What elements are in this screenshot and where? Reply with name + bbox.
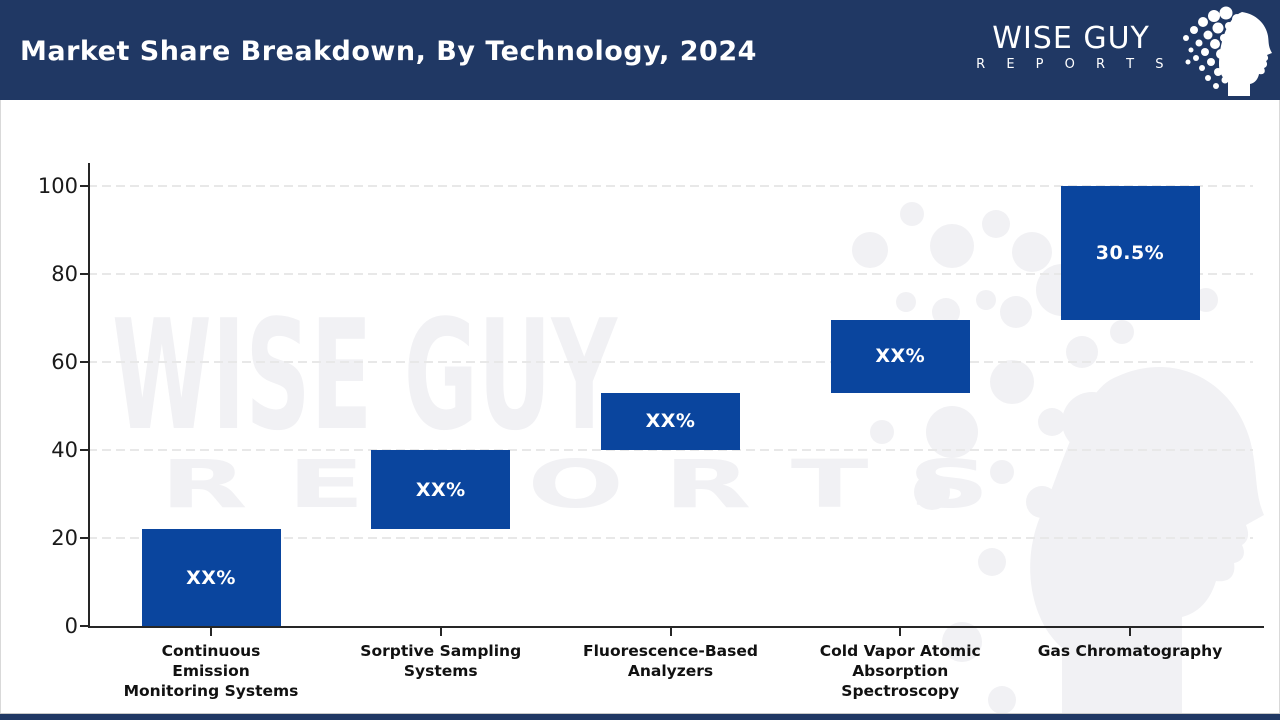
gridline: [88, 361, 1253, 363]
category-label: Cold Vapor Atomic Absorption Spectroscop…: [819, 642, 981, 700]
y-axis-tick: [80, 625, 88, 627]
category-label: Sorptive Sampling Systems: [360, 642, 522, 680]
y-axis-tick-label: 100: [37, 174, 78, 198]
y-axis-tick-label: 40: [51, 438, 78, 462]
y-axis-tick-label: 0: [64, 614, 78, 638]
y-axis-tick: [80, 361, 88, 363]
y-axis-tick-label: 60: [51, 350, 78, 374]
x-axis-tick: [899, 628, 902, 636]
y-axis-tick: [80, 273, 88, 275]
x-axis-tick: [210, 628, 212, 636]
bar-4: XX%: [830, 320, 970, 393]
gridline: [88, 537, 1253, 539]
y-axis-tick-label: 80: [51, 262, 78, 286]
gridline: [88, 273, 1253, 275]
y-axis-tick-label: 20: [51, 526, 78, 550]
page-title: Market Share Breakdown, By Technology, 2…: [20, 36, 757, 67]
bar-1: XX%: [141, 529, 281, 626]
bar-value-label: XX%: [645, 410, 696, 433]
x-axis-tick: [1129, 628, 1131, 636]
y-axis: [88, 163, 90, 628]
bar-value-label: XX%: [415, 478, 466, 501]
footer-bar: [0, 713, 1280, 720]
watermark-line1-text: WISE GUY: [112, 287, 618, 464]
category-label: Fluorescence-Based Analyzers: [583, 642, 758, 680]
y-axis-tick: [80, 449, 88, 451]
bar-value-label: XX%: [186, 566, 236, 589]
y-axis-tick: [80, 537, 88, 539]
wise-guy-logo: WISE GUY R E P O R T S: [970, 21, 1172, 73]
x-axis-tick: [669, 628, 672, 636]
gridline: [88, 185, 1253, 187]
logo-wordmark: WISE GUY: [992, 21, 1150, 56]
watermark-head-silhouette: [1030, 367, 1264, 714]
category-label: Continuous Emission Monitoring Systems: [123, 642, 299, 700]
left-border-line: [0, 100, 1, 714]
category-label: Gas Chromatography: [1037, 642, 1223, 660]
logo-subtitle: R E P O R T S: [976, 57, 1172, 72]
y-axis-tick: [80, 185, 88, 187]
watermark-line2-text: R E P O R T S: [160, 446, 990, 523]
header-bar: Market Share Breakdown, By Technology, 2…: [0, 0, 1280, 100]
bar-2: XX%: [371, 450, 511, 530]
x-axis-tick: [439, 628, 442, 636]
wise-guy-head-icon: [1183, 6, 1272, 96]
bar-5: 30.5%: [1060, 186, 1200, 321]
gridline: [88, 449, 1253, 451]
bar-value-label: 30.5%: [1095, 242, 1165, 265]
x-axis: [88, 626, 1264, 628]
bar-value-label: XX%: [875, 345, 926, 368]
bar-3: XX%: [601, 392, 740, 450]
